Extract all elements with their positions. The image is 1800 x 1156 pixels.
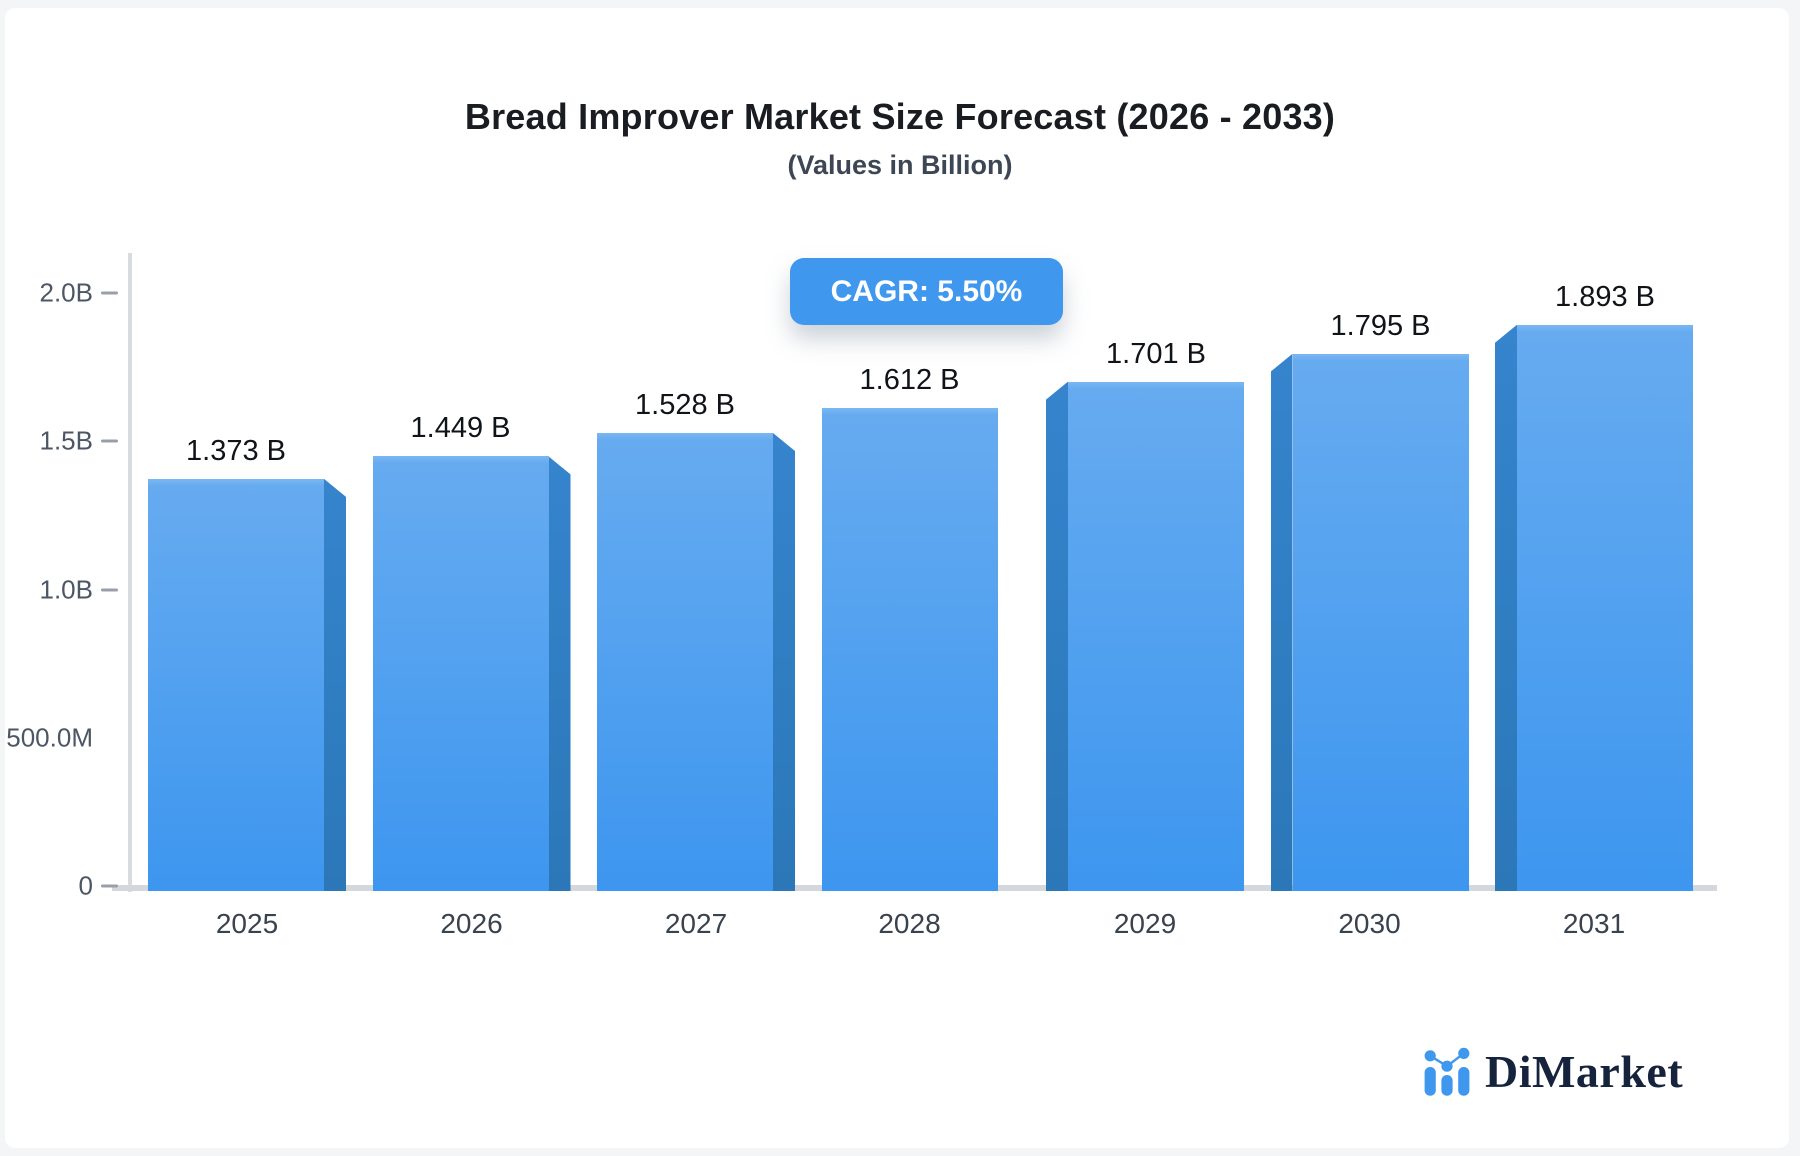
bar-value-label: 1.893 B [1555,280,1655,313]
y-axis-tick-label: 0 [78,870,93,901]
x-axis-category-label: 2027 [664,908,728,939]
bar-2028 [821,408,998,891]
chart-title: Bread Improver Market Size Forecast (202… [464,96,1336,137]
x-axis-category-label: 2025 [215,908,279,939]
x-axis-category-label: 2028 [878,908,941,939]
bar-side-face [1046,381,1068,891]
cagr-badge-label: CAGR: 5.50% [830,274,1023,308]
bar-value-label: 1.373 B [186,434,286,467]
bar-2029 [1068,381,1244,891]
bar-side-face [1495,324,1517,891]
y-axis-tick-label: 1.5B [39,425,94,456]
bar-value-label: 1.701 B [1106,337,1206,370]
x-axis-category-label: 2029 [1113,908,1177,939]
y-axis-line [128,253,132,892]
bar-value-label: 1.795 B [1330,309,1431,342]
bar-value-label: 1.528 B [635,388,735,421]
x-axis-category-label: 2031 [1562,908,1626,939]
y-axis-tick-mark [101,439,118,443]
bar-2030 [1292,353,1469,891]
y-axis-tick-label: 2.0B [39,277,94,308]
bar-side-face [773,432,795,891]
brand-name: DiMarket [1485,1045,1684,1097]
bar-2026 [372,456,549,891]
bar-2025 [148,478,324,891]
bar-side-face [548,456,571,891]
x-axis-category-label: 2030 [1338,908,1401,939]
bar-value-label: 1.449 B [410,412,511,445]
bar-value-label: 1.612 B [859,364,960,397]
chart-subtitle: (Values in Billion) [787,150,1013,180]
y-axis-tick-label: 500.0M [6,722,93,753]
bar-2031 [1517,324,1693,891]
y-axis-tick-mark [101,291,118,295]
y-axis-tick-mark [101,588,118,591]
bar-line-chart-icon [1424,1047,1470,1096]
cagr-badge: CAGR: 5.50% [790,258,1063,325]
y-axis-tick-mark [101,884,118,888]
brand-logo: DiMarket [1423,1042,1683,1100]
bar-side-face [324,478,346,891]
bar-side-face [1270,353,1293,891]
x-axis-category-label: 2026 [440,908,503,939]
y-axis-tick-label: 1.0B [39,574,94,604]
bar-2027 [597,432,773,891]
